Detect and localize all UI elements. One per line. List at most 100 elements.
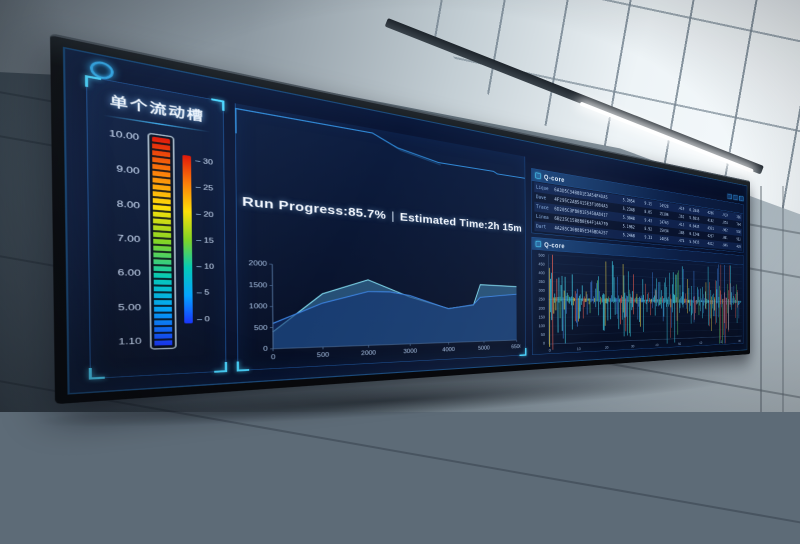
row-value: 5.3048 [619, 215, 635, 222]
y-tick-label: 1500 [249, 281, 268, 289]
row-value: 15034 [654, 228, 669, 234]
gauge-tick-label: 10.00 [101, 127, 140, 142]
corner-accent [214, 362, 227, 373]
row-value: .846 [715, 243, 727, 248]
row-value: .474 [670, 238, 684, 244]
gauge-tick-label: 8.00 [101, 197, 139, 210]
wave-y-tick-label: 150 [534, 315, 545, 320]
row-value: .902 [715, 227, 727, 232]
scale-tick-label: 5 [197, 289, 215, 297]
scale-tick-label: 0 [197, 315, 215, 323]
wave-x-tick-label: 10 [577, 347, 581, 352]
section-title: Q-core [544, 241, 565, 250]
y-tick-label: 1000 [249, 303, 268, 311]
row-value: .352 [670, 213, 684, 219]
gauge-tick-label: 5.00 [103, 302, 141, 312]
panel-icon[interactable] [739, 196, 743, 201]
wave-x-tick-label: 50 [678, 342, 681, 346]
row-value: .419 [670, 205, 684, 211]
wave-y-tick-label: 350 [534, 279, 545, 284]
section-title: Q-core [544, 173, 565, 184]
gauge-tick-label: 7.00 [102, 232, 140, 244]
gauge-tick-label: 6.00 [102, 267, 140, 278]
row-value: 4192 [701, 218, 714, 224]
gauge-tick-label: 9.00 [101, 162, 140, 176]
row-value: .415 [670, 221, 684, 227]
panel-run-progress: Run Progress:85.7% | Estimated Time:2h 1… [235, 103, 526, 371]
wave-y-tick-label: 250 [534, 297, 545, 302]
series-area [273, 290, 517, 349]
y-tick-label: 0 [263, 345, 268, 353]
wave-y-tick-label: 100 [534, 323, 545, 328]
row-value: 4267 [701, 233, 714, 239]
corner-accent [519, 348, 526, 356]
wave-y-tick-label: 500 [534, 252, 545, 257]
thermometer-segments [152, 137, 172, 347]
wave-y-tick-label: 200 [534, 306, 545, 311]
eta-text: Estimated Time:2h 15m [400, 211, 522, 235]
row-value: 6.1248 [686, 231, 699, 237]
row-value: 5.2468 [619, 232, 635, 238]
x-tick-label: 0 [271, 353, 276, 361]
wave-y-tick-label: 50 [534, 332, 545, 337]
chip-icon [535, 172, 540, 178]
wave-y-tick-label: 400 [534, 270, 545, 275]
row-value: .388 [670, 230, 684, 236]
row-value: 15106 [654, 211, 669, 217]
scale-tick-label: 15 [196, 236, 214, 245]
scale-tick-label: 10 [196, 263, 214, 271]
row-value: .874 [715, 220, 727, 226]
color-scale-bar [182, 155, 192, 324]
wave-y-tick-label: 450 [534, 261, 545, 266]
gauge-tick-label: 1.10 [103, 336, 141, 347]
row-value: 8.05 [637, 209, 652, 216]
x-tick-label: 6500 [511, 343, 520, 349]
row-label: Lique [536, 185, 552, 192]
row-label: Trace [536, 204, 552, 211]
chip-icon [536, 241, 541, 247]
row-value: 6.2846 [686, 207, 699, 213]
x-tick-label: 4000 [442, 346, 455, 353]
thermometer-tube [147, 132, 176, 349]
right-wall [744, 186, 800, 412]
wave-x-tick-label: 0 [549, 348, 551, 353]
row-value: 9.31 [637, 234, 652, 240]
scale-tick-label: 25 [195, 183, 213, 193]
row-value: 14856 [654, 236, 669, 242]
run-progress-headline: Run Progress:85.7% | Estimated Time:2h 1… [237, 194, 526, 235]
row-value: 316 [729, 214, 741, 220]
x-tick-label: 2000 [361, 349, 376, 357]
panel-icon[interactable] [727, 194, 731, 199]
panel-icon[interactable] [733, 195, 737, 200]
x-tick-label: 3000 [403, 348, 417, 355]
row-value: 8.92 [637, 226, 652, 232]
wave-y-tick-label: 0 [534, 341, 545, 346]
row-value: 4312 [701, 241, 714, 246]
y-tick-label: 500 [254, 324, 268, 332]
corner-accent [211, 98, 224, 111]
corner-accent [89, 367, 105, 379]
row-value: 6.0435 [686, 223, 699, 229]
headline-divider: | [391, 210, 395, 223]
row-value: 4351 [701, 225, 714, 231]
row-value: 14763 [654, 219, 669, 225]
thermometer-fill [152, 137, 172, 347]
row-value: .919 [715, 212, 727, 218]
row-value: 538 [729, 229, 741, 234]
wave-x-tick-label: 40 [655, 343, 658, 347]
progress-text: Run Progress:85.7% [242, 194, 386, 222]
row-value: 5.9435 [686, 239, 699, 244]
row-value: 5.2348 [619, 206, 635, 213]
row-value: 429 [729, 244, 741, 249]
wave-x-tick-label: 20 [605, 345, 609, 349]
wave-x-tick-label: 60 [699, 341, 702, 345]
scale-tick-label: 30 [195, 157, 213, 167]
row-value: 14928 [654, 203, 669, 210]
